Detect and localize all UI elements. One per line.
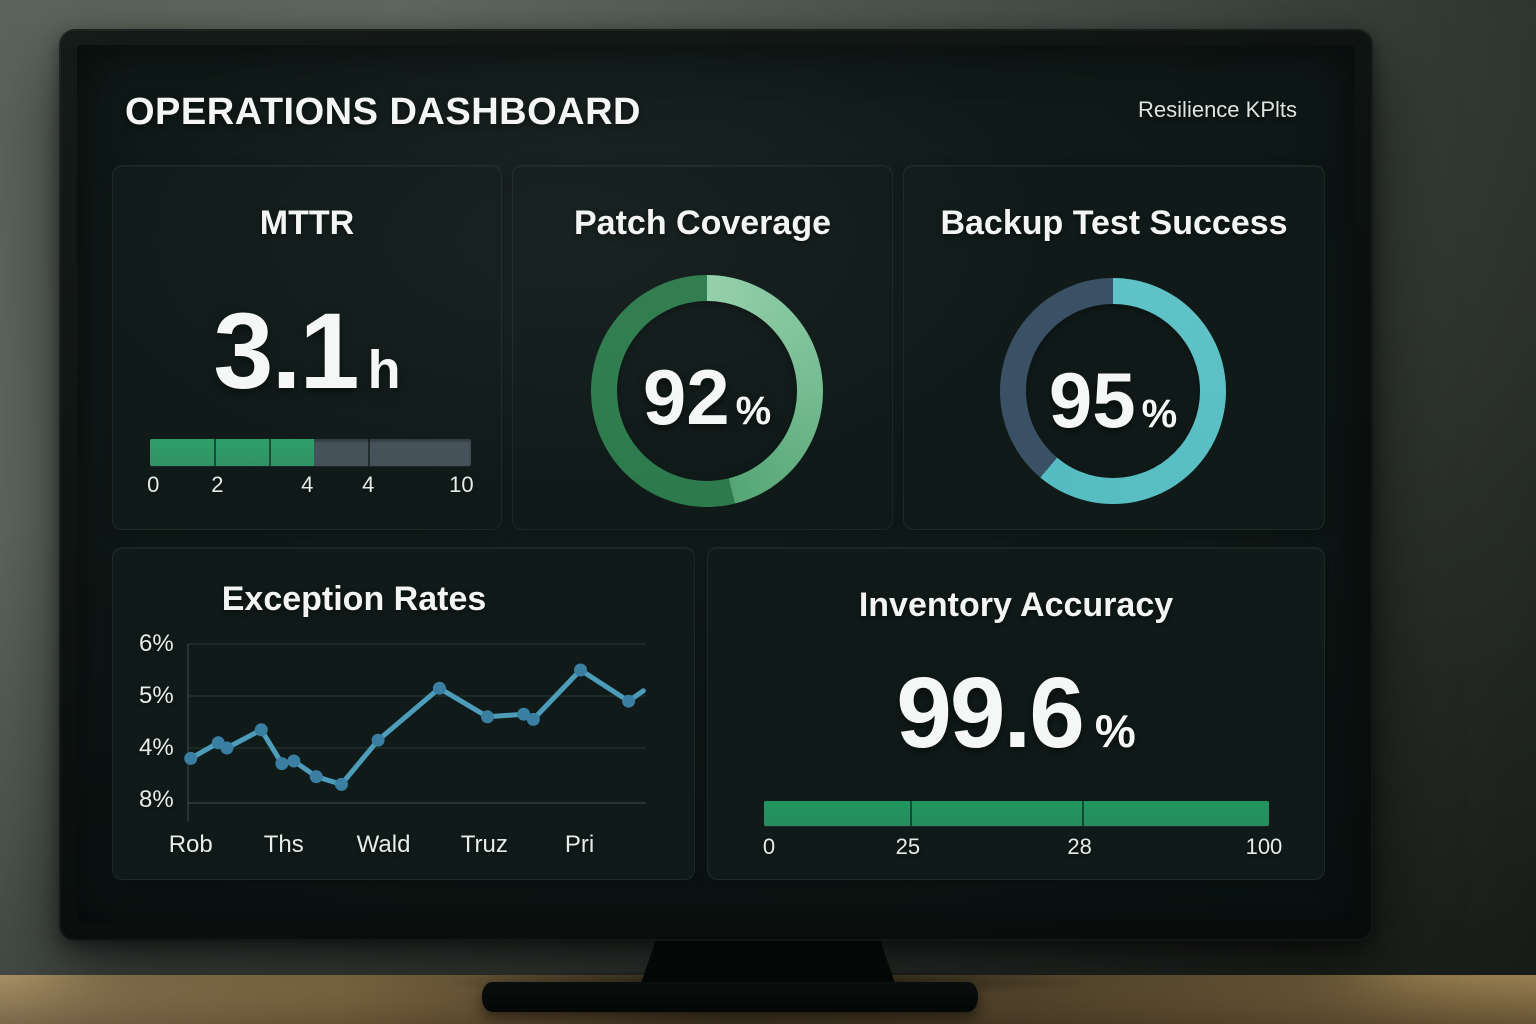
- backup-value: 95: [1048, 356, 1136, 444]
- y-axis-tick-label: 4%: [139, 734, 174, 761]
- inventory-unit: %: [1094, 705, 1136, 757]
- scale-tick-label: 2: [211, 472, 224, 497]
- line-chart-marker: [287, 754, 301, 768]
- scale-tick-label: 10: [449, 472, 474, 497]
- line-chart-marker: [275, 757, 289, 771]
- backup-title: Backup Test Success: [940, 204, 1288, 242]
- y-axis-tick-label: 8%: [139, 786, 174, 813]
- bar-segment-divider: [368, 439, 371, 466]
- x-axis-tick-label: Pri: [564, 831, 595, 858]
- x-axis-tick-label: Rob: [168, 831, 213, 858]
- patch-value: 92: [642, 353, 730, 441]
- bar-segment-divider: [1082, 801, 1085, 826]
- exceptions-title: Exception Rates: [221, 580, 487, 618]
- line-chart-marker: [526, 712, 540, 726]
- line-chart-marker: [334, 777, 348, 791]
- bar-fill: [764, 801, 1269, 826]
- patch-value-group: 92 %: [591, 286, 823, 518]
- backup-unit: %: [1141, 392, 1178, 436]
- x-axis-tick-label: Ths: [263, 831, 304, 858]
- backup-donut: [1000, 278, 1226, 504]
- y-axis-tick-label: 5%: [139, 682, 174, 709]
- dashboard-screen: OPERATIONS DASHBOARD Resilience KPlts MT…: [77, 45, 1355, 923]
- y-axis-tick-label: 6%: [139, 630, 174, 657]
- scale-tick-label: 0: [762, 834, 776, 859]
- patch-title: Patch Coverage: [574, 204, 831, 242]
- scale-tick-label: 100: [1245, 834, 1283, 859]
- backup-value-group: 95 %: [1000, 289, 1226, 515]
- line-chart-marker: [517, 707, 531, 721]
- line-chart-marker: [184, 751, 198, 765]
- card-inventory-accuracy: Inventory Accuracy 99.6 % 0 25 28 100: [707, 547, 1325, 880]
- scale-tick-label: 28: [1067, 834, 1092, 859]
- exceptions-plot: [184, 643, 646, 821]
- inventory-value: 99.6: [896, 657, 1085, 769]
- scale-tick-label: 25: [895, 834, 921, 859]
- line-chart-marker: [481, 710, 495, 724]
- mttr-title: MTTR: [259, 204, 355, 242]
- line-chart-marker: [254, 723, 268, 737]
- monitor-bezel: OPERATIONS DASHBOARD Resilience KPlts MT…: [59, 29, 1373, 941]
- scale-tick-label: 4: [301, 472, 314, 497]
- x-axis-tick-label: Wald: [356, 831, 411, 858]
- inventory-scale: 0 25 28 100: [762, 834, 1282, 860]
- line-chart-marker: [574, 663, 588, 677]
- x-axis-tick-label: Truz: [460, 831, 508, 858]
- line-chart-marker: [309, 770, 323, 784]
- line-chart-marker: [371, 733, 385, 747]
- card-mttr: MTTR 3.1 h 0 2 4 4 10: [112, 165, 502, 530]
- mttr-scale: 0 2 4 4 10: [147, 472, 474, 498]
- bar-segment-divider: [268, 439, 271, 466]
- monitor-stand-neck: [640, 934, 896, 986]
- inventory-bar: [764, 801, 1269, 826]
- mttr-value: 3.1: [213, 290, 359, 411]
- monitor-stand-base: [482, 982, 978, 1012]
- mttr-bar: [150, 439, 471, 466]
- patch-unit: %: [735, 389, 772, 433]
- inventory-value-group: 99.6 %: [708, 656, 1324, 771]
- bar-fill: [150, 439, 314, 466]
- bar-segment-divider: [910, 801, 913, 826]
- bar-segment-divider: [214, 439, 217, 466]
- header-subtitle: Resilience KPlts: [1138, 97, 1297, 122]
- card-backup-test-success: Backup Test Success 95 %: [903, 165, 1325, 530]
- line-chart-marker: [432, 681, 446, 695]
- page-title: OPERATIONS DASHBOARD: [125, 91, 641, 133]
- scale-tick-label: 0: [147, 472, 160, 497]
- line-chart-marker: [220, 741, 234, 755]
- mttr-value-group: 3.1 h: [113, 288, 501, 413]
- patch-donut: [591, 275, 823, 507]
- card-patch-coverage: Patch Coverage 92 %: [512, 165, 893, 530]
- card-exception-rates: Exception Rates 6% 5% 4% 8% Rob Ths Wald Truz P…: [112, 547, 695, 880]
- scale-tick-label: 4: [362, 472, 375, 497]
- mttr-unit: h: [367, 340, 401, 400]
- inventory-title: Inventory Accuracy: [858, 586, 1174, 624]
- line-chart-marker: [622, 694, 636, 708]
